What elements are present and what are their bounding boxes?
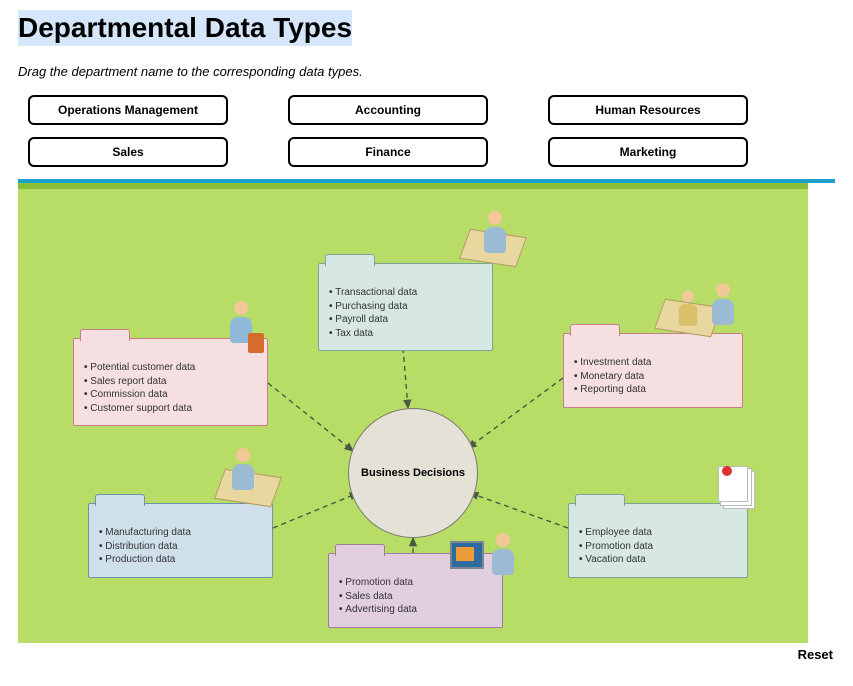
list-item: Manufacturing data — [99, 526, 262, 540]
folder-list: Investment data Monetary data Reporting … — [574, 356, 732, 397]
list-item: Promotion data — [579, 540, 737, 554]
briefcase-icon — [248, 333, 264, 353]
list-item: Sales data — [339, 590, 492, 604]
list-item: Production data — [99, 553, 262, 567]
center-business-decisions[interactable]: Business Decisions — [348, 408, 478, 538]
instruction-text: Drag the department name to the correspo… — [18, 64, 835, 79]
folder-finance[interactable]: Investment data Monetary data Reporting … — [563, 333, 743, 408]
list-item: Purchasing data — [329, 300, 482, 314]
list-item: Transactional data — [329, 286, 482, 300]
list-item: Promotion data — [339, 576, 492, 590]
folder-tab — [95, 494, 145, 506]
drag-sales[interactable]: Sales — [28, 137, 228, 167]
list-item: Commission data — [84, 388, 257, 402]
pin-icon — [722, 466, 732, 476]
folder-list: Potential customer data Sales report dat… — [84, 361, 257, 415]
person-icon — [675, 290, 701, 327]
person-icon — [708, 283, 738, 327]
page-title: Departmental Data Types — [18, 10, 352, 46]
diagram-canvas[interactable]: Business Decisions Potential customer da… — [18, 183, 808, 643]
folder-sales[interactable]: Potential customer data Sales report dat… — [73, 338, 268, 426]
screen-icon — [450, 541, 484, 569]
folder-list: Employee data Promotion data Vacation da… — [579, 526, 737, 567]
drag-finance[interactable]: Finance — [288, 137, 488, 167]
list-item: Employee data — [579, 526, 737, 540]
drag-source-area: Operations Management Accounting Human R… — [18, 95, 835, 167]
folder-accounting[interactable]: Transactional data Purchasing data Payro… — [318, 263, 493, 351]
folder-list: Promotion data Sales data Advertising da… — [339, 576, 492, 617]
list-item: Customer support data — [84, 402, 257, 416]
list-item: Investment data — [574, 356, 732, 370]
folder-tab — [80, 329, 130, 341]
list-item: Payroll data — [329, 313, 482, 327]
person-icon — [228, 448, 258, 492]
diagram-wrapper: Business Decisions Potential customer da… — [18, 179, 835, 643]
list-item: Vacation data — [579, 553, 737, 567]
top-accent-band — [18, 183, 808, 189]
drag-operations-management[interactable]: Operations Management — [28, 95, 228, 125]
folder-tab — [575, 494, 625, 506]
drag-accounting[interactable]: Accounting — [288, 95, 488, 125]
person-icon — [480, 211, 510, 255]
folder-operations[interactable]: Manufacturing data Distribution data Pro… — [88, 503, 273, 578]
reset-button[interactable]: Reset — [18, 643, 835, 662]
list-item: Tax data — [329, 327, 482, 341]
list-item: Sales report data — [84, 375, 257, 389]
drag-human-resources[interactable]: Human Resources — [548, 95, 748, 125]
list-item: Potential customer data — [84, 361, 257, 375]
folder-list: Manufacturing data Distribution data Pro… — [99, 526, 262, 567]
center-label: Business Decisions — [361, 467, 465, 479]
folder-list: Transactional data Purchasing data Payro… — [329, 286, 482, 340]
folder-tab — [325, 254, 375, 266]
drag-marketing[interactable]: Marketing — [548, 137, 748, 167]
list-item: Reporting data — [574, 383, 732, 397]
folder-hr[interactable]: Employee data Promotion data Vacation da… — [568, 503, 748, 578]
list-item: Advertising data — [339, 603, 492, 617]
list-item: Monetary data — [574, 370, 732, 384]
list-item: Distribution data — [99, 540, 262, 554]
person-icon — [488, 533, 518, 577]
folder-tab — [335, 544, 385, 556]
folder-tab — [570, 324, 620, 336]
